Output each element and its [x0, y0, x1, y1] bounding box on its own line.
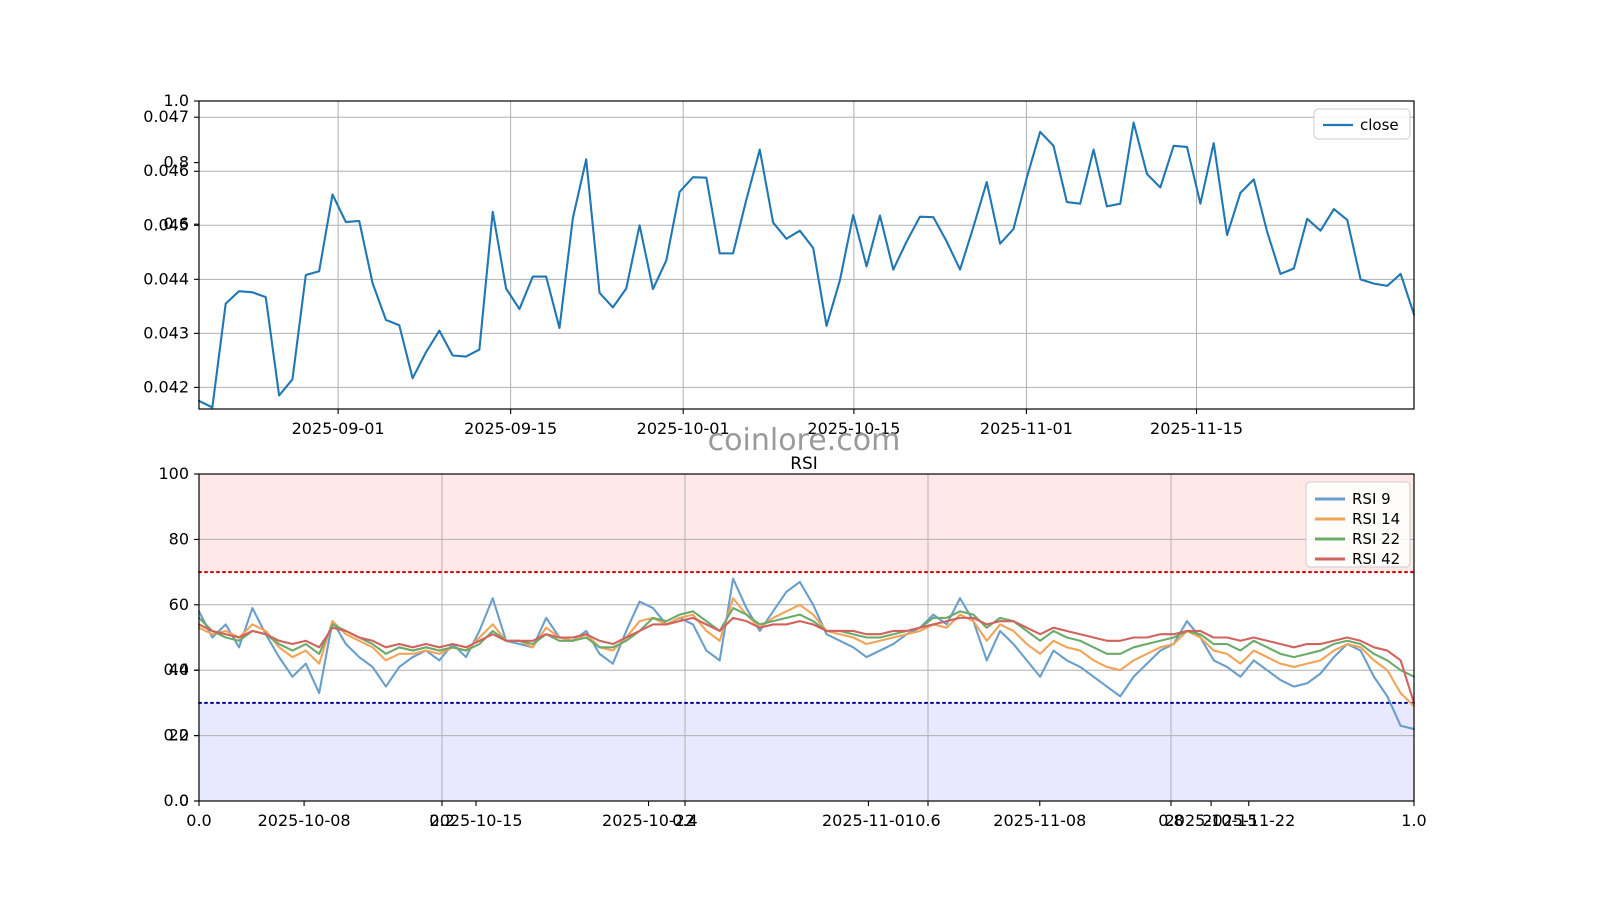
rsi-legend-label: RSI 22 — [1352, 530, 1400, 548]
watermark-text: coinlore.com — [708, 423, 901, 458]
rsi-xtick-label-secondary: 0.8 — [1158, 811, 1183, 830]
price-ytick-label: 0.046 — [143, 161, 189, 180]
price-xtick-label: 2025-10-01 — [637, 419, 730, 438]
price-xtick-label: 2025-10-15 — [807, 419, 900, 438]
rsi-ytick-label-secondary: 0.0 — [164, 791, 189, 810]
rsi-legend-label: RSI 14 — [1352, 510, 1400, 528]
price-ytick-label: 0.044 — [143, 269, 189, 288]
price-xtick-label: 2025-09-01 — [292, 419, 385, 438]
price-ytick-label-secondary: 0.6 — [164, 214, 189, 233]
rsi-xtick-label: 2025-11-22 — [1202, 811, 1295, 830]
price-ytick-label: 0.042 — [143, 377, 189, 396]
rsi-xtick-label-secondary: 0.6 — [915, 811, 940, 830]
price-ytick-label: 0.045 — [143, 215, 189, 234]
rsi-xtick-label-secondary: 0.2 — [429, 811, 454, 830]
rsi-xtick-label-secondary: 0.4 — [672, 811, 697, 830]
rsi-xtick-label: 2025-10-15 — [430, 811, 523, 830]
rsi-ytick-label-secondary: 0.2 — [164, 726, 189, 745]
price-ytick-label-secondary: 1.0 — [164, 91, 189, 110]
rsi-ytick-label: 60 — [169, 595, 189, 614]
rsi-xtick-label: 2025-10-15 — [1165, 811, 1258, 830]
rsi-oversold-band — [199, 702, 1414, 801]
rsi-ytick-label: 80 — [169, 529, 189, 548]
price-ytick-label: 0.043 — [143, 323, 189, 342]
price-legend[interactable] — [1313, 108, 1411, 140]
rsi-legend-label: RSI 42 — [1352, 550, 1400, 568]
rsi-series-rsi-14 — [197, 597, 1416, 708]
rsi-series-rsi-42 — [197, 616, 1416, 704]
price-ytick-label-secondary: 0.8 — [164, 153, 189, 172]
price-axes-frame — [198, 100, 1415, 410]
rsi-xtick-label: 2025-10-08 — [258, 811, 351, 830]
rsi-xtick-label: 2025-10-22 — [602, 811, 695, 830]
rsi-ytick-label: 20 — [169, 726, 189, 745]
price-ytick-label: 0.047 — [143, 107, 189, 126]
price-xtick-label: 2025-09-15 — [464, 419, 557, 438]
rsi-ytick-label-secondary: 0.4 — [164, 660, 189, 679]
rsi-legend[interactable] — [1305, 481, 1411, 568]
rsi-xtick-label: 2025-11-01 — [822, 811, 915, 830]
rsi-xtick-label-secondary: 1.0 — [1401, 811, 1426, 830]
rsi-xtick-label-secondary: 0.0 — [186, 811, 211, 830]
price-series-close — [197, 121, 1416, 409]
rsi-legend-label: RSI 9 — [1352, 490, 1391, 508]
rsi-chart-title: RSI — [790, 454, 818, 474]
rsi-ytick-label: 0 — [179, 791, 189, 810]
rsi-overbought-band — [199, 474, 1414, 573]
price-plot-area — [199, 101, 1414, 409]
rsi-xtick-label: 2025-11-08 — [993, 811, 1086, 830]
rsi-series-rsi-22 — [197, 607, 1416, 678]
rsi-series-rsi-9 — [197, 577, 1416, 731]
rsi-ytick-label: 100 — [158, 464, 189, 483]
price-legend-label: close — [1360, 116, 1399, 134]
rsi-axes-frame — [198, 473, 1415, 802]
rsi-ytick-label: 40 — [169, 660, 189, 679]
price-xtick-label: 2025-11-01 — [980, 419, 1073, 438]
price-xtick-label: 2025-11-15 — [1150, 419, 1243, 438]
